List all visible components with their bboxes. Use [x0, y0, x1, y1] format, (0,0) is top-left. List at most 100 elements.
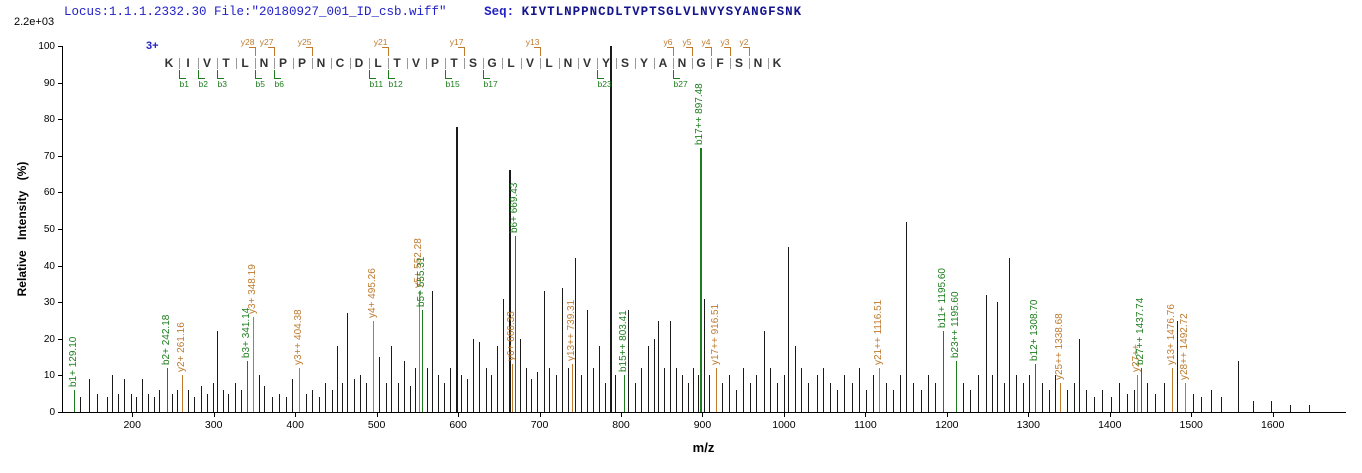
y-axis-tick-label: 50: [43, 224, 55, 235]
peak: [222, 390, 224, 412]
peak: [228, 393, 230, 412]
peak: [623, 375, 625, 412]
peak: [305, 393, 307, 412]
peak-label: b5+ 555.31: [415, 256, 427, 307]
peak: [549, 368, 551, 412]
peak: [172, 393, 174, 412]
peak: [118, 393, 120, 412]
peak: [512, 364, 514, 412]
y-axis-tick: [58, 412, 63, 413]
plot-area[interactable]: 200 300 400 500 600 700 800 900 1000 1100 1200 1300…: [38, 41, 1346, 431]
peak: [514, 236, 516, 412]
peak: [353, 379, 355, 412]
peak: [568, 368, 570, 412]
peak: [985, 294, 987, 412]
y-axis-tick-label: 20: [43, 333, 55, 345]
peak: [1220, 397, 1222, 412]
peak-label: y13++ 739.31: [565, 300, 577, 362]
peak: [599, 346, 600, 412]
peak: [1102, 390, 1104, 412]
peak: [298, 368, 300, 412]
peak: [906, 221, 908, 412]
peak: [697, 375, 699, 412]
peak: [247, 360, 249, 412]
peak: [212, 382, 214, 412]
peak-label: y6+ 666.33: [506, 311, 518, 362]
x-axis-tick-label: 500: [367, 419, 386, 431]
peak: [1238, 360, 1240, 412]
peak: [1177, 320, 1179, 412]
y-axis-tick: [58, 265, 63, 267]
peak-label: b11+ 1195.60: [937, 268, 949, 329]
peak: [1055, 375, 1057, 412]
peak: [111, 375, 113, 412]
locus-file-label: Locus:1.1.1.2332.30 File:"20180927_001_I…: [64, 5, 447, 19]
peak: [1118, 382, 1120, 412]
peak: [836, 390, 838, 412]
x-axis-tick-label: 1600: [1260, 419, 1285, 431]
peak: [1134, 390, 1136, 412]
peak: [1003, 382, 1005, 412]
peak: [704, 298, 706, 412]
x-axis-tick: [783, 412, 785, 417]
peak: [955, 360, 957, 412]
peak-label: y17++ 916.51: [709, 303, 721, 366]
peak: [449, 368, 451, 412]
peak: [749, 382, 751, 412]
peak: [403, 360, 405, 412]
peak-label: y4+ 495.26: [366, 267, 378, 318]
peak: [1155, 393, 1157, 412]
peak: [920, 390, 922, 412]
peak: [1073, 382, 1075, 412]
peak: [1271, 401, 1273, 412]
peak: [658, 320, 660, 412]
peak: [419, 291, 421, 412]
y-axis-title: Relative Intensity (%): [15, 161, 29, 297]
peak: [641, 368, 643, 412]
peak: [1210, 390, 1212, 412]
y-axis-tick-label: 100: [38, 41, 55, 52]
peak: [421, 309, 423, 412]
peak: [318, 397, 320, 412]
peak: [872, 375, 874, 412]
peak-label: y21++ 1116.51: [872, 299, 884, 366]
peak: [491, 375, 493, 412]
peak-label: b23++ 1195.60: [949, 291, 961, 358]
peak: [1137, 375, 1139, 412]
peak: [1059, 382, 1061, 412]
peak: [787, 247, 789, 412]
peak: [1066, 390, 1068, 412]
peak: [676, 368, 678, 412]
peak-label: y28++ 1492.72: [1179, 313, 1191, 380]
y-axis-tick: [58, 82, 63, 84]
peak: [885, 382, 887, 412]
peak: [628, 309, 630, 412]
peak: [615, 375, 617, 412]
peak: [124, 379, 126, 412]
x-axis-tick: [1109, 412, 1111, 417]
peak-label: b17++ 897.48: [694, 83, 706, 146]
y-axis-tick-label: 60: [43, 187, 55, 199]
peak: [525, 368, 527, 412]
x-axis-tick: [458, 412, 460, 417]
y-axis-tick: [58, 229, 63, 230]
y-axis-tick: [58, 119, 63, 121]
peak: [935, 382, 937, 412]
peak: [664, 368, 666, 412]
peak-label: y2+ 261.16: [176, 322, 188, 373]
x-axis-tick-label: 900: [693, 419, 712, 431]
peak: [943, 331, 945, 412]
x-axis-tick-label: 300: [204, 419, 223, 431]
peak: [1008, 258, 1010, 412]
peak: [586, 309, 588, 412]
peak: [366, 382, 368, 412]
peak: [1192, 393, 1194, 412]
peak: [154, 397, 156, 412]
peak: [347, 313, 349, 412]
peak: [913, 382, 915, 412]
x-axis-tick-label: 1200: [935, 419, 959, 431]
peak: [1086, 390, 1088, 412]
peak: [385, 382, 387, 412]
peak: [252, 316, 254, 412]
peak: [359, 375, 361, 412]
